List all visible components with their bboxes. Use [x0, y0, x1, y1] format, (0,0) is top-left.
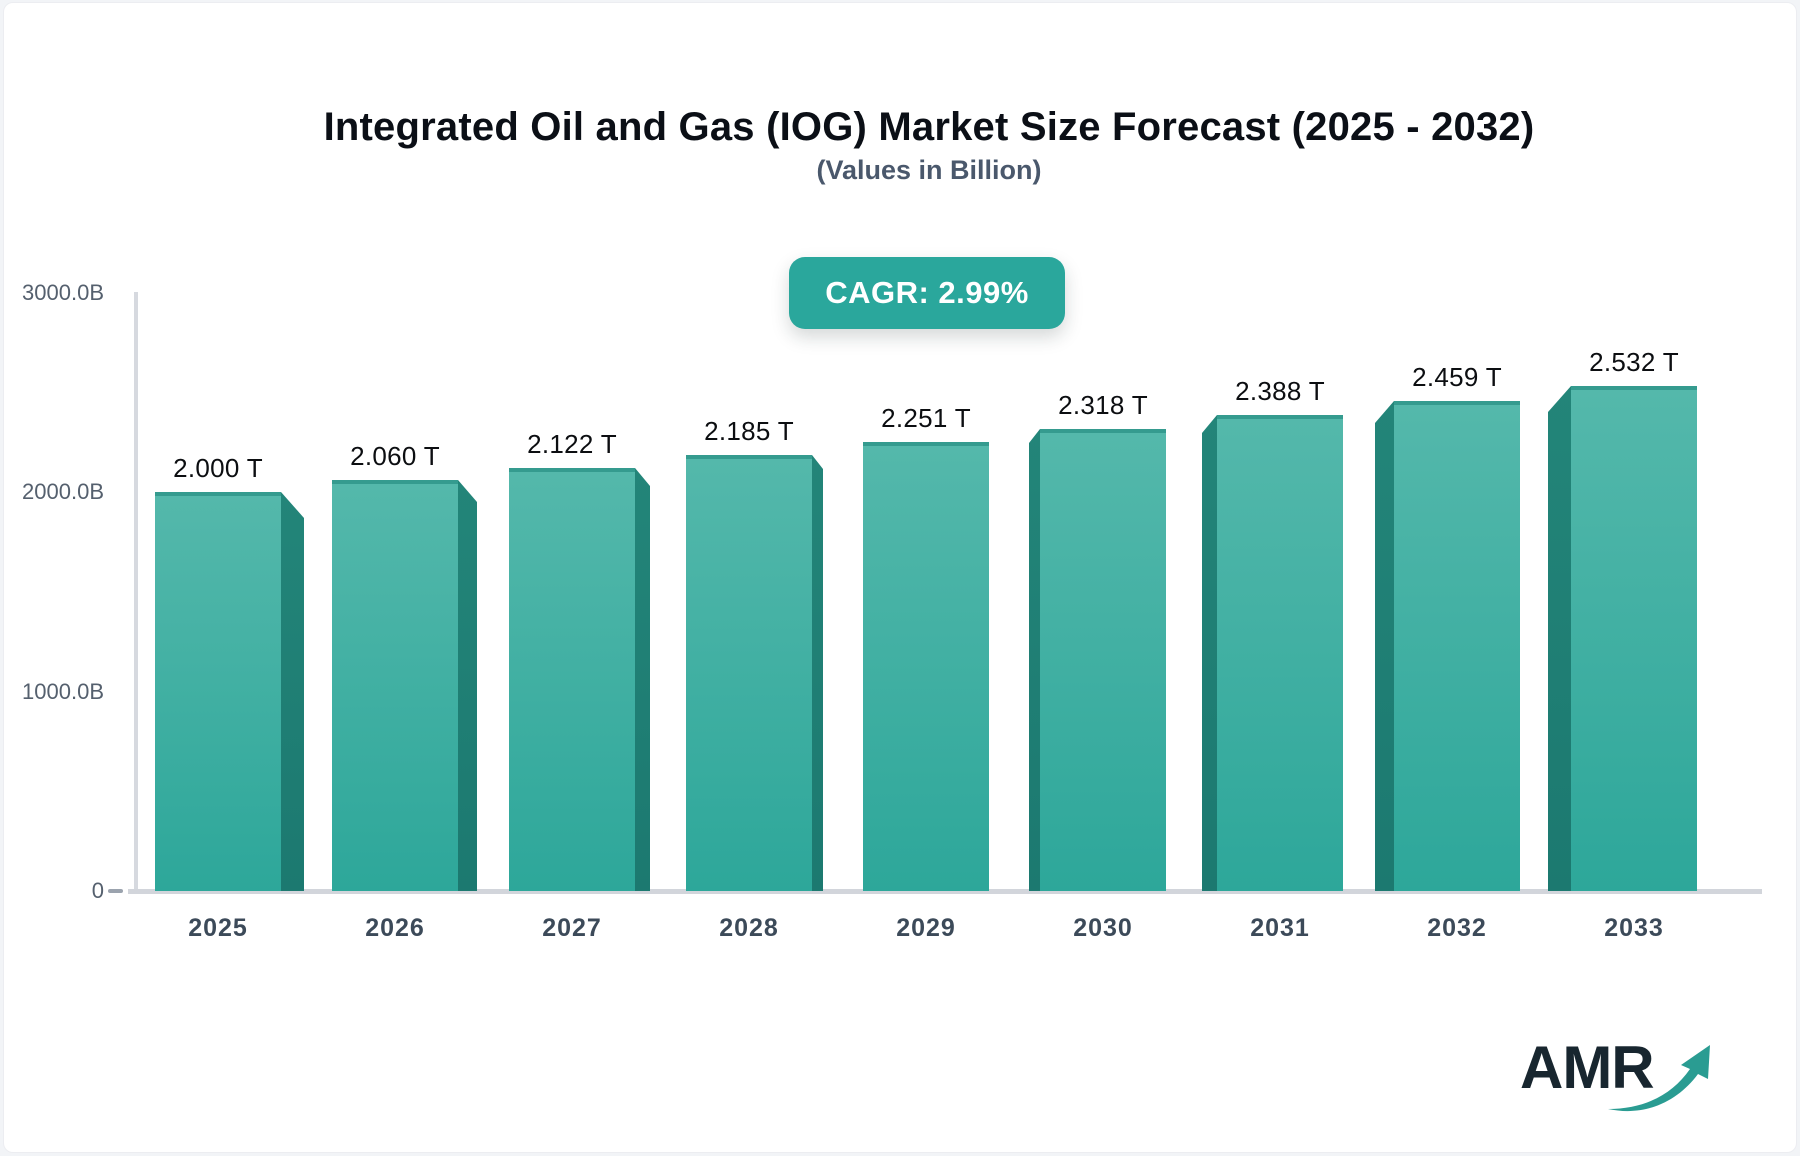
bar-side-3d-2030 — [1029, 429, 1040, 891]
x-axis-label-2025: 2025 — [188, 914, 248, 942]
x-axis-label-2028: 2028 — [719, 914, 779, 942]
cagr-badge: CAGR: 2.99% — [789, 257, 1065, 329]
x-axis-label-2027: 2027 — [542, 914, 602, 942]
bar-2025 — [155, 492, 281, 891]
chart-subtitle: (Values in Billion) — [816, 155, 1042, 185]
bar-value-label-2033: 2.532 T — [1589, 347, 1679, 377]
bar-side-3d-2028 — [812, 455, 823, 891]
bar-side-3d-2032 — [1375, 401, 1394, 891]
bar-value-label-2029: 2.251 T — [881, 403, 971, 433]
x-axis-label-2032: 2032 — [1427, 914, 1487, 942]
amr-logo: AMR — [1520, 1033, 1720, 1123]
chart-card: Integrated Oil and Gas (IOG) Market Size… — [3, 2, 1797, 1153]
y-axis-label-1000: 1000.0B — [22, 678, 104, 704]
x-axis-label-2029: 2029 — [896, 914, 956, 942]
bar-value-label-2027: 2.122 T — [527, 429, 617, 459]
y-axis-label-3000: 3000.0B — [22, 280, 104, 305]
x-axis-label-2033: 2033 — [1604, 914, 1664, 942]
cagr-badge-label: CAGR: 2.99% — [825, 275, 1029, 310]
y-axis-label-2000: 2000.0B — [22, 479, 104, 505]
bar-2030 — [1040, 429, 1166, 891]
y-axis-tick-zero — [108, 889, 123, 893]
bar-side-3d-2033 — [1548, 386, 1571, 891]
bar-value-label-2032: 2.459 T — [1412, 362, 1502, 392]
amr-logo-text: AMR — [1520, 1034, 1655, 1101]
bar-side-3d-2026 — [458, 480, 477, 891]
bar-2031 — [1217, 415, 1343, 891]
y-axis-label-0: 0 — [91, 878, 104, 903]
bar-value-label-2028: 2.185 T — [704, 416, 794, 446]
bar-side-3d-2031 — [1202, 415, 1217, 891]
bar-side-3d-2025 — [281, 492, 304, 891]
plot-area: 0 1000.0B 2000.0B 3000.0B 2.000 T 2025 2.060 … — [4, 3, 1796, 1152]
x-axis-label-2026: 2026 — [365, 914, 425, 942]
bar-value-label-2031: 2.388 T — [1235, 376, 1325, 406]
x-axis-label-2031: 2031 — [1250, 914, 1310, 942]
bar-2032 — [1394, 401, 1520, 891]
chart-title: Integrated Oil and Gas (IOG) Market Size… — [323, 105, 1535, 149]
bar-value-label-2025: 2.000 T — [173, 453, 263, 483]
bar-2028 — [686, 455, 812, 891]
bar-2026 — [332, 480, 458, 891]
x-axis-baseline — [128, 889, 1762, 894]
y-axis-line — [134, 292, 138, 893]
amr-logo-arrow-icon — [1608, 1045, 1710, 1112]
bar-2029 — [863, 442, 989, 891]
bar-value-label-2030: 2.318 T — [1058, 390, 1148, 420]
bar-side-3d-2027 — [635, 468, 650, 891]
x-axis-label-2030: 2030 — [1073, 914, 1133, 942]
bar-2033 — [1571, 386, 1697, 891]
bar-value-label-2026: 2.060 T — [350, 441, 440, 471]
bar-2027 — [509, 468, 635, 891]
